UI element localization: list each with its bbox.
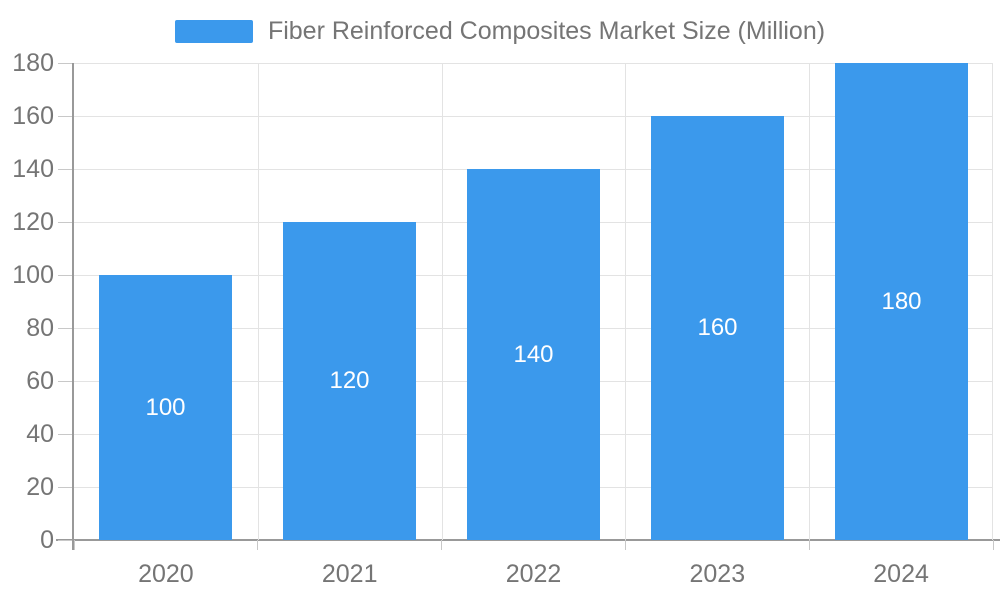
y-tick-mark	[58, 380, 72, 382]
y-tick-mark	[58, 433, 72, 435]
bar-value-label: 180	[881, 287, 922, 315]
v-gridline	[258, 63, 259, 540]
x-axis-line	[56, 539, 1000, 541]
y-axis-line	[72, 63, 74, 550]
y-tick-label: 0	[40, 526, 54, 554]
v-gridline	[625, 63, 626, 540]
y-tick-label: 100	[12, 261, 54, 289]
bar-value-label: 120	[329, 367, 370, 394]
bar: 160	[651, 116, 784, 540]
legend-swatch	[174, 19, 253, 43]
x-tick-label: 2021	[321, 560, 378, 588]
y-tick-mark	[58, 115, 72, 117]
y-tick-label: 180	[12, 49, 54, 77]
y-tick-label: 60	[26, 367, 54, 395]
y-tick-label: 160	[12, 102, 54, 130]
bar-value-label: 100	[145, 393, 186, 421]
x-tick-mark	[257, 540, 259, 550]
x-tick-mark	[73, 540, 75, 550]
v-gridline	[992, 63, 993, 540]
y-tick-mark	[58, 539, 72, 541]
v-gridline	[442, 63, 443, 540]
y-tick-label: 120	[12, 208, 54, 236]
y-tick-mark	[58, 274, 72, 276]
y-tick-mark	[58, 327, 72, 329]
x-tick-mark	[624, 540, 626, 550]
v-gridline	[809, 63, 810, 540]
legend-item[interactable]: Fiber Reinforced Composites Market Size …	[0, 17, 1000, 45]
bar: 120	[283, 222, 416, 540]
x-tick-label: 2024	[873, 560, 929, 588]
y-tick-mark	[58, 62, 72, 64]
x-tick-label: 2022	[505, 560, 562, 588]
y-tick-mark	[58, 221, 72, 223]
x-tick-mark	[441, 540, 443, 550]
bar-value-label: 160	[697, 314, 738, 341]
x-tick-label: 2020	[138, 560, 194, 588]
x-tick-mark	[992, 540, 994, 550]
x-tick-mark	[808, 540, 810, 550]
plot-area: 100 120 140 160 180	[74, 63, 993, 540]
bar: 180	[835, 63, 968, 540]
chart-title: Fiber Reinforced Composites Market Size …	[267, 17, 826, 45]
y-tick-label: 40	[26, 420, 54, 448]
y-tick-label: 80	[26, 314, 54, 342]
bar: 140	[467, 169, 600, 540]
y-tick-mark	[58, 168, 72, 170]
h-gridline	[74, 116, 993, 117]
bar-value-label: 140	[513, 340, 554, 368]
bar: 100	[99, 275, 232, 540]
y-tick-mark	[58, 486, 72, 488]
y-tick-label: 140	[12, 155, 54, 183]
y-tick-label: 20	[26, 473, 54, 501]
x-tick-label: 2023	[689, 560, 746, 588]
h-gridline	[74, 63, 993, 64]
